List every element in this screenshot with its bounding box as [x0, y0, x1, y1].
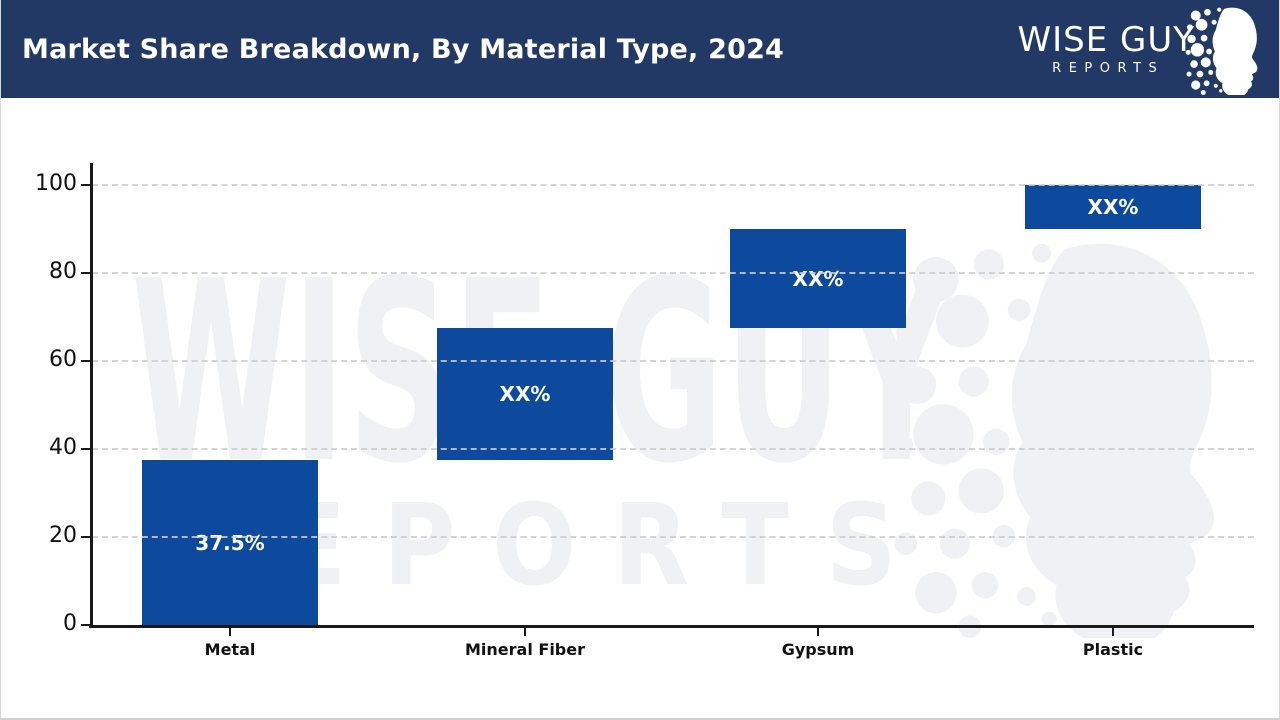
y-axis-tick [81, 624, 90, 626]
y-axis-tick [81, 536, 90, 538]
logo-secondary-text: REPORTS [1052, 60, 1165, 76]
y-axis-tick-label: 0 [63, 611, 77, 636]
gridline [92, 184, 1254, 186]
bar-plastic: XX% [1025, 185, 1201, 229]
header-bar: Market Share Breakdown, By Material Type… [1, 0, 1279, 98]
x-axis-category-label: Gypsum [781, 640, 855, 659]
x-axis-tick [229, 628, 231, 636]
x-axis-line [89, 625, 1254, 628]
bar-mineral-fiber: XX% [437, 328, 613, 460]
gridline [92, 536, 1254, 538]
x-axis-tick [817, 628, 819, 636]
gridline [92, 360, 1254, 362]
y-axis-tick-label: 80 [49, 259, 77, 284]
bar-metal: 37.5% [142, 460, 318, 625]
y-axis-tick [81, 272, 90, 274]
logo-wordmark: WISE GUY REPORTS [1017, 23, 1195, 76]
x-axis-category-label: Mineral Fiber [465, 640, 585, 659]
bar-value-label: 37.5% [195, 530, 265, 555]
gridline [92, 272, 1254, 274]
plot-region: 37.5% XX% XX% XX% 0 20 40 60 80 100 Metal Mineral F… [1, 98, 1279, 718]
y-axis-tick-label: 60 [49, 347, 77, 372]
chart-area: WISE GUY REPORTS 37.5% XX% XX% XX% 0 20 40 60 80… [1, 98, 1279, 718]
y-axis-tick [81, 184, 90, 186]
y-axis-tick [81, 360, 90, 362]
x-axis-tick [1112, 628, 1114, 636]
gridline [92, 448, 1254, 450]
chart-title: Market Share Breakdown, By Material Type… [22, 33, 785, 65]
bar-gypsum: XX% [730, 229, 906, 328]
x-axis-tick [524, 628, 526, 636]
y-axis-tick-label: 20 [49, 523, 77, 548]
y-axis-line [90, 163, 93, 628]
logo-primary-text: WISE GUY [1017, 19, 1195, 60]
bar-value-label: XX% [499, 382, 551, 406]
bar-value-label: XX% [792, 266, 844, 291]
wiseguy-logo: WISE GUY REPORTS [1017, 0, 1273, 98]
y-axis-tick-label: 40 [49, 435, 77, 460]
x-axis-category-label: Metal [204, 640, 256, 659]
bar-value-label: XX% [1087, 195, 1139, 219]
x-axis-category-label: Plastic [1082, 640, 1144, 659]
y-axis-tick [81, 448, 90, 450]
y-axis-tick-label: 100 [35, 171, 77, 196]
